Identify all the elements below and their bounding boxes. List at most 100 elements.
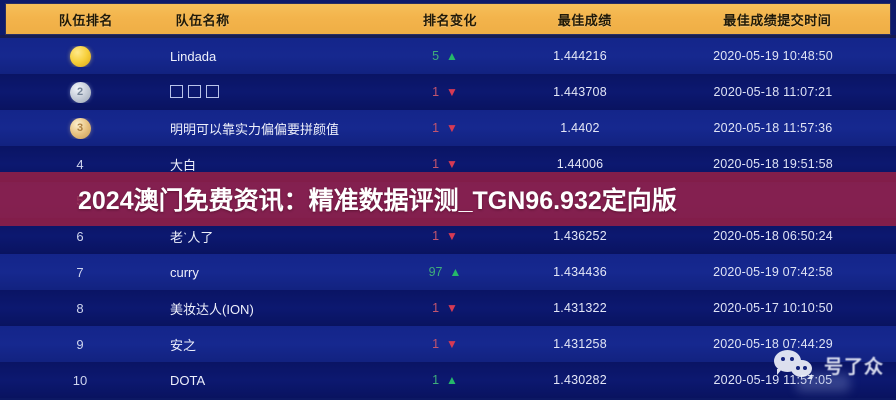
- cell-best-score: 1.436252: [553, 229, 607, 243]
- missing-glyph-box-icon: [206, 84, 219, 98]
- cell-best-score: 1.444216: [553, 49, 607, 63]
- cell-submit-time: 2020-05-18 11:57:36: [713, 121, 833, 135]
- cell-rank-change: 5 ▲: [390, 49, 500, 63]
- promo-banner-text: 2024澳门免费资讯：精准数据评测_TGN96.932定向版: [78, 187, 677, 215]
- cell-team-name[interactable]: 大白: [170, 157, 197, 173]
- rank-change-indicator: 1 ▼: [432, 157, 458, 171]
- cell-rank: 7: [0, 265, 160, 280]
- rank-change-indicator: 1 ▼: [432, 301, 458, 315]
- wechat-eye-left: [780, 357, 785, 361]
- cell-rank-change: 1 ▼: [390, 337, 500, 351]
- arrow-up-icon: ▲: [449, 265, 462, 279]
- column-header-change: 排名变化: [423, 12, 478, 28]
- rank-change-indicator: 97 ▲: [429, 265, 462, 279]
- rank-change-indicator: 1 ▼: [432, 229, 458, 243]
- rank-change-value: 1: [432, 337, 440, 351]
- cell-submit-time: 2020-05-19 07:42:58: [713, 265, 833, 279]
- column-header-score: 最佳成绩: [557, 12, 612, 28]
- wechat-bubble-small: [790, 360, 812, 377]
- missing-glyph-box-icon: [170, 84, 183, 98]
- cell-rank: 8: [0, 301, 160, 316]
- wechat-tail-large: [776, 369, 782, 375]
- table-row[interactable]: 2 1 ▼ 1.443708 2020-05-18 11:07:21: [0, 74, 896, 110]
- wechat-small-eye-left: [795, 366, 800, 370]
- cell-team-name[interactable]: curry: [170, 264, 199, 280]
- wechat-eye-right: [789, 357, 794, 361]
- arrow-up-icon: ▲: [446, 373, 458, 387]
- rank-change-indicator: 1 ▼: [432, 337, 458, 351]
- arrow-down-icon: ▼: [446, 157, 458, 171]
- rank-number: 10: [72, 372, 88, 388]
- rank-change-value: 1: [432, 85, 440, 99]
- cell-team-name[interactable]: 安之: [170, 337, 197, 353]
- rank-change-indicator: 1 ▲: [432, 373, 458, 387]
- medal-bronze-icon: 3: [69, 117, 91, 139]
- rank-change-value: 1: [432, 121, 440, 135]
- cell-rank: 3: [0, 117, 160, 139]
- column-header-name: 队伍名称: [175, 12, 230, 28]
- cell-submit-time: 2020-05-18 06:50:24: [713, 229, 833, 243]
- cell-team-name[interactable]: 明明可以靠实力偏偏要拼颜值: [170, 121, 340, 137]
- cell-rank: 6: [0, 229, 160, 244]
- column-header-rank: 队伍排名: [58, 12, 113, 28]
- table-row[interactable]: 3 明明可以靠实力偏偏要拼颜值 1 ▼ 1.4402 2020-05-18 11:57:3…: [0, 110, 896, 146]
- rank-change-indicator: 5 ▲: [432, 49, 458, 63]
- arrow-down-icon: ▼: [446, 301, 458, 315]
- watermark-text: 号了众: [823, 356, 884, 378]
- cell-rank-change: 1 ▼: [390, 85, 500, 99]
- table-row[interactable]: 7 curry 97 ▲ 1.434436 2020-05-19 07:42:58: [0, 254, 896, 290]
- cell-rank-change: 1 ▼: [390, 301, 500, 315]
- wechat-icon: [773, 350, 818, 380]
- rank-change-value: 5: [432, 49, 440, 63]
- table-row[interactable]: Lindada 5 ▲ 1.444216 2020-05-19 10:48:50: [0, 38, 896, 74]
- cell-best-score: 1.431258: [553, 337, 607, 351]
- arrow-down-icon: ▼: [446, 337, 458, 351]
- rank-number: 6: [76, 228, 84, 244]
- cell-rank: [0, 45, 160, 67]
- wechat-small-eye-right: [802, 366, 807, 370]
- column-header-time: 最佳成绩提交时间: [723, 12, 832, 28]
- cell-rank: 10: [0, 373, 160, 388]
- table-row[interactable]: 10 DOTA 1 ▲ 1.430282 2020-05-19 11:57:05: [0, 362, 896, 398]
- cell-team-name[interactable]: 美妆达人(ION): [170, 301, 254, 317]
- rank-change-value: 1: [432, 301, 440, 315]
- missing-glyph-box-icon: [188, 84, 201, 98]
- cell-submit-time: 2020-05-19 10:48:50: [713, 49, 833, 63]
- cell-submit-time: 2020-05-18 11:07:21: [713, 85, 833, 99]
- cell-rank: 2: [0, 81, 160, 103]
- cell-submit-time: 2020-05-17 10:10:50: [713, 301, 833, 315]
- cell-team-name[interactable]: Lindada: [170, 48, 217, 64]
- cell-rank: 9: [0, 337, 160, 352]
- rank-number: 7: [76, 264, 84, 280]
- cell-team-name[interactable]: 老ˋ人了: [170, 229, 214, 245]
- cell-best-score: 1.443708: [553, 85, 607, 99]
- rank-change-value: 1: [432, 373, 440, 387]
- rank-change-value: 1: [432, 229, 440, 243]
- cell-rank-change: 1 ▼: [390, 229, 500, 243]
- header-divider: [0, 35, 896, 38]
- wechat-watermark: 号了众: [773, 350, 884, 380]
- cell-rank-change: 1 ▲: [390, 373, 500, 387]
- cell-submit-time: 2020-05-18 07:44:29: [713, 337, 833, 351]
- table-row[interactable]: 9 安之 1 ▼ 1.431258 2020-05-18 07:44:29: [0, 326, 896, 362]
- cell-best-score: 1.430282: [553, 373, 607, 387]
- rank-number: 4: [76, 156, 84, 172]
- cell-best-score: 1.431322: [553, 301, 607, 315]
- table-row[interactable]: 8 美妆达人(ION) 1 ▼ 1.431322 2020-05-17 10:10:50: [0, 290, 896, 326]
- table-header-row: 队伍排名 队伍名称 排名变化 最佳成绩 最佳成绩提交时间: [5, 3, 891, 35]
- rank-change-indicator: 1 ▼: [432, 85, 458, 99]
- cell-submit-time: 2020-05-18 19:51:58: [713, 157, 833, 171]
- rank-number: 9: [76, 336, 84, 352]
- wechat-tail-small: [806, 374, 812, 379]
- cell-team-name[interactable]: DOTA: [170, 372, 206, 388]
- medal-silver-icon: 2: [69, 81, 91, 103]
- promo-banner-overlay: 2024澳门免费资讯：精准数据评测_TGN96.932定向版: [0, 172, 896, 226]
- cell-rank: 4: [0, 157, 160, 172]
- rank-change-indicator: 1 ▼: [432, 121, 458, 135]
- medal-gold-icon: [69, 45, 91, 67]
- cell-team-name[interactable]: [160, 84, 390, 100]
- rank-change-value: 97: [428, 265, 443, 279]
- rank-number: 8: [76, 300, 84, 316]
- cell-rank-change: 1 ▼: [390, 121, 500, 135]
